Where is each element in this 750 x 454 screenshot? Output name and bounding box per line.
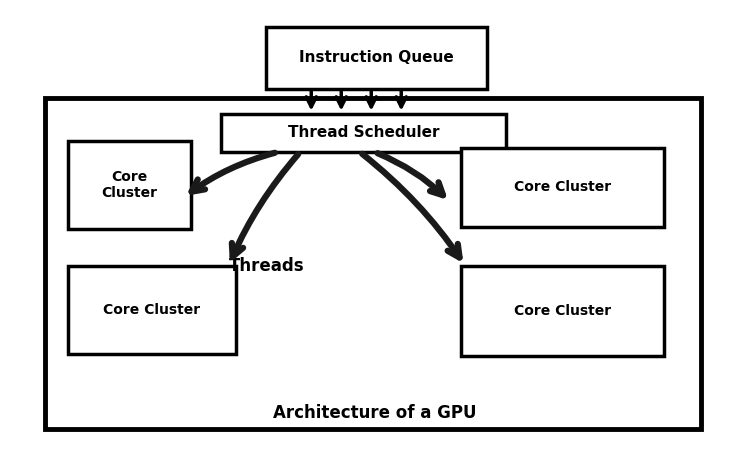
Text: Thread Scheduler: Thread Scheduler [288,125,440,140]
Text: Instruction Queue: Instruction Queue [299,50,454,65]
Bar [221,114,506,152]
Bar [461,266,664,356]
Text: Architecture of a GPU: Architecture of a GPU [273,404,477,422]
Bar [461,148,664,227]
Bar [45,98,701,429]
Text: Core
Cluster: Core Cluster [101,170,158,200]
Text: Threads: Threads [229,257,304,275]
Bar [266,27,488,89]
Bar [68,266,236,354]
Text: Core Cluster: Core Cluster [514,304,611,318]
Text: Core Cluster: Core Cluster [514,180,611,194]
Bar [68,141,191,229]
Text: Core Cluster: Core Cluster [104,303,200,317]
